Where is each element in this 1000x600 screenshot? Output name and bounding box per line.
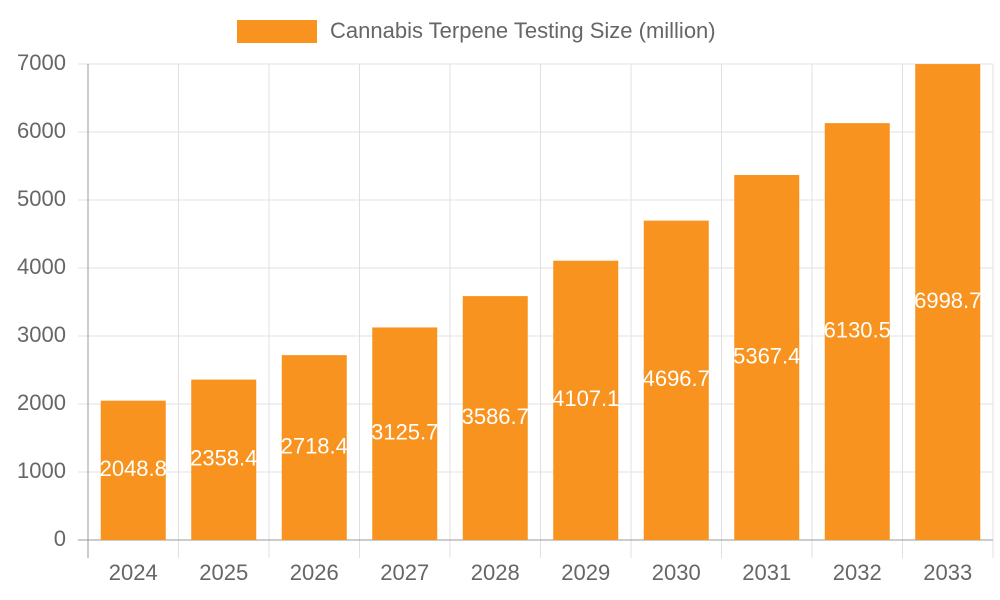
bar [462,296,528,540]
x-tick-label: 2032 [833,560,882,585]
data-label: 6998.7 [914,288,981,313]
bar [734,175,800,541]
x-tick-label: 2029 [561,560,610,585]
y-tick-label: 1000 [17,458,66,483]
y-tick-label: 0 [54,526,66,551]
y-tick-label: 4000 [17,254,66,279]
y-tick-label: 5000 [17,186,66,211]
data-label: 2048.8 [100,456,167,481]
data-label: 2358.4 [190,446,257,471]
x-tick-label: 2028 [471,560,520,585]
legend-label: Cannabis Terpene Testing Size (million) [330,18,716,43]
x-tick-label: 2027 [380,560,429,585]
bar [553,260,619,540]
data-label: 2718.4 [281,433,348,458]
x-tick-label: 2026 [290,560,339,585]
data-label: 4107.1 [552,386,619,411]
x-tick-label: 2033 [923,560,972,585]
data-label: 3125.7 [371,420,438,445]
data-label: 5367.4 [733,343,800,368]
bar [915,64,981,540]
data-label: 3586.7 [462,404,529,429]
x-tick-label: 2025 [199,560,248,585]
x-tick-label: 2024 [109,560,158,585]
bar [100,400,166,540]
bar [824,123,890,540]
legend-swatch [237,20,317,43]
y-tick-label: 2000 [17,390,66,415]
bar [372,327,438,540]
x-tick-label: 2030 [652,560,701,585]
y-tick-label: 6000 [17,118,66,143]
bar [643,220,709,541]
bar [281,355,347,540]
data-label: 4696.7 [643,366,710,391]
bar [191,379,257,540]
y-tick-label: 7000 [17,50,66,75]
y-tick-label: 3000 [17,322,66,347]
data-label: 6130.5 [824,317,891,342]
x-tick-label: 2031 [742,560,791,585]
